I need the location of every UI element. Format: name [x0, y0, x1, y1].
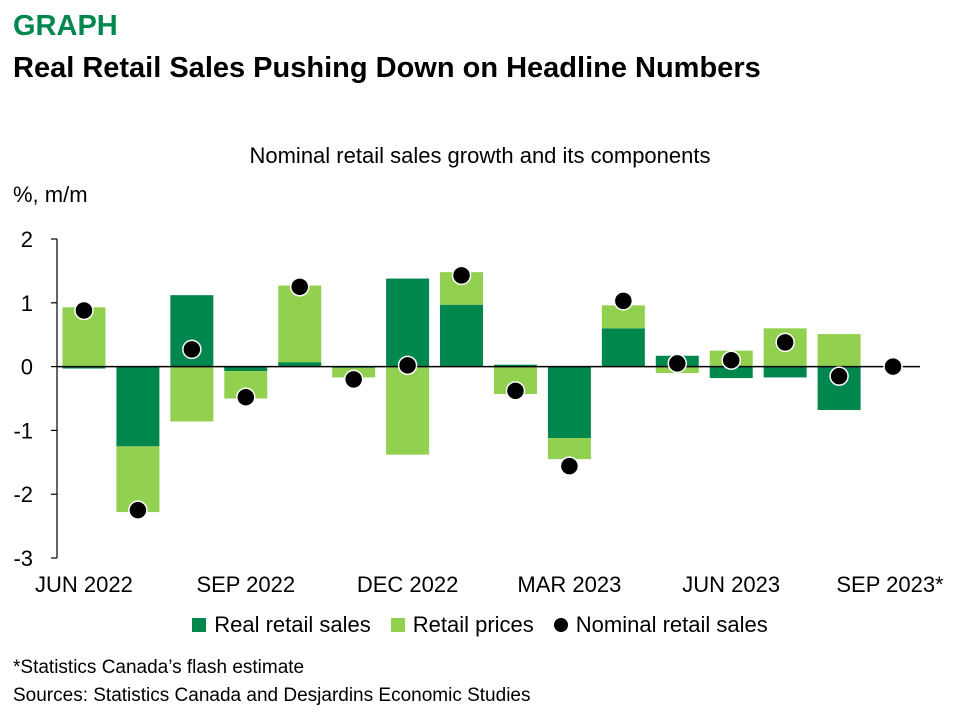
bars-layer [62, 272, 861, 513]
dot-nominal-retail-sales [182, 339, 202, 360]
graph-kicker: GRAPH [13, 10, 118, 42]
x-tick-label: SEP 2022 [196, 572, 295, 597]
legend-swatch-real [192, 618, 207, 632]
legend-dot-nominal [553, 618, 568, 632]
bar-real-retail-sales [709, 366, 753, 379]
legend-label-real: Real retail sales [214, 612, 371, 637]
dot-nominal-retail-sales [883, 356, 903, 377]
y-tick-label: -1 [13, 418, 33, 443]
chart-subtitle: Nominal retail sales growth and its comp… [249, 143, 711, 168]
bar-retail-prices [386, 366, 430, 455]
dot-nominal-retail-sales [236, 387, 256, 407]
y-axis-label: %, m/m [13, 182, 88, 207]
dot-nominal-retail-sales [289, 277, 310, 297]
dot-nominal-retail-sales [397, 355, 418, 376]
chart-title: Real Retail Sales Pushing Down on Headli… [13, 52, 761, 84]
legend-label-nominal: Nominal retail sales [575, 612, 768, 637]
bar-real-retail-sales [763, 366, 807, 378]
y-tick-label: -3 [13, 546, 33, 571]
dot-nominal-retail-sales [559, 456, 580, 476]
y-tick-label: 2 [21, 227, 33, 252]
dot-nominal-retail-sales [721, 350, 741, 370]
dots-layer [74, 265, 903, 520]
legend-item-real: Real retail sales [192, 612, 371, 638]
legend-swatch-prices [390, 618, 405, 632]
bar-retail-prices [170, 366, 214, 422]
bar-real-retail-sales [440, 304, 484, 367]
dot-nominal-retail-sales [74, 300, 94, 321]
bar-real-retail-sales [493, 364, 537, 367]
sources-note: Sources: Statistics Canada and Desjardin… [13, 685, 531, 706]
legend-item-nominal: Nominal retail sales [553, 612, 768, 638]
bar-retail-prices [817, 334, 861, 367]
legend-item-prices: Retail prices [390, 612, 534, 638]
legend-label-prices: Retail prices [412, 612, 534, 637]
x-tick-label: JUN 2023 [682, 572, 780, 597]
y-tick-label: 0 [21, 355, 33, 380]
bar-real-retail-sales [601, 328, 645, 367]
x-tick-label: DEC 2022 [357, 572, 459, 597]
bar-real-retail-sales [62, 366, 106, 369]
bar-retail-prices [601, 305, 645, 329]
dot-nominal-retail-sales [829, 366, 849, 386]
x-tick-label: MAR 2023 [517, 572, 621, 597]
bar-real-retail-sales [547, 366, 591, 439]
bar-real-retail-sales [224, 366, 268, 372]
dot-nominal-retail-sales [775, 332, 795, 353]
y-tick-label: 1 [21, 291, 33, 316]
bar-retail-prices [278, 285, 322, 363]
legend: Real retail sales Retail prices Nominal … [0, 612, 960, 638]
x-tick-label: SEP 2023* [836, 572, 944, 597]
y-tick-label: -2 [13, 482, 33, 507]
x-tick-label: JUN 2022 [35, 572, 133, 597]
dot-nominal-retail-sales [505, 381, 526, 401]
bar-retail-prices [547, 438, 591, 460]
footnote: *Statistics Canada’s flash estimate [13, 657, 305, 678]
dot-nominal-retail-sales [128, 500, 148, 520]
dot-nominal-retail-sales [613, 291, 634, 311]
dot-nominal-retail-sales [343, 369, 364, 390]
bar-real-retail-sales [116, 366, 160, 447]
bar-real-retail-sales [278, 362, 322, 367]
bar-real-retail-sales [386, 278, 430, 367]
dot-nominal-retail-sales [451, 265, 472, 286]
dot-nominal-retail-sales [667, 353, 688, 374]
